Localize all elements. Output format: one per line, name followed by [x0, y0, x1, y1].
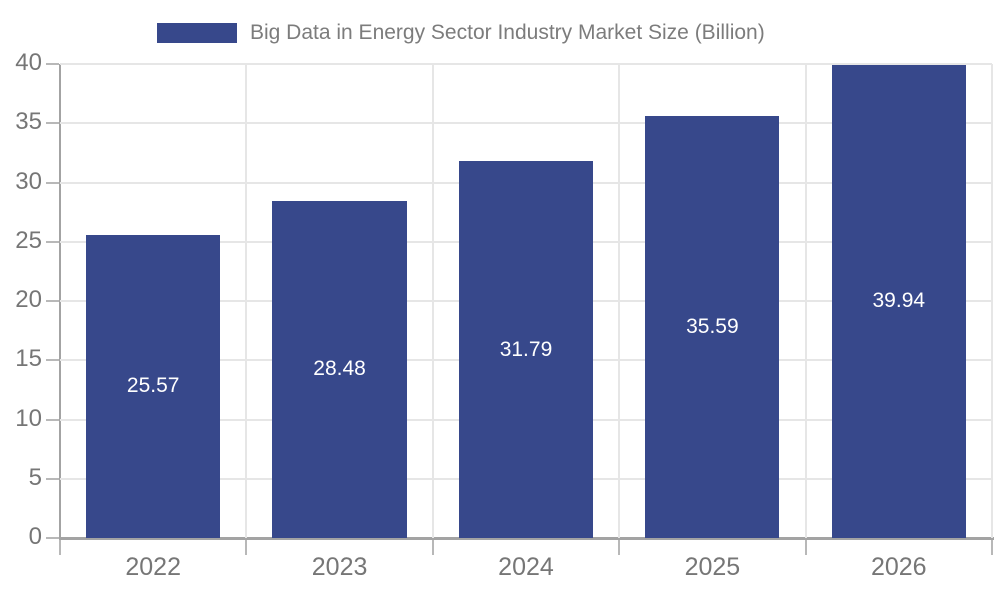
- x-axis-tick: [431, 540, 434, 555]
- y-axis-tick-label: 25: [15, 226, 42, 254]
- x-axis-tick: [804, 540, 807, 555]
- y-axis-tick: [46, 537, 59, 539]
- x-axis-tick-label: 2024: [498, 553, 554, 581]
- x-axis-tick: [245, 540, 248, 555]
- y-axis-tick-label: 5: [28, 463, 42, 491]
- x-axis-tick: [991, 540, 993, 555]
- bar-value-label: 31.79: [499, 337, 553, 361]
- y-axis-tick-label: 10: [15, 404, 42, 432]
- legend-swatch: [157, 23, 237, 43]
- y-axis-tick-label: 0: [28, 523, 42, 550]
- bar: 35.59: [645, 116, 780, 538]
- bar-value-label: 35.59: [686, 315, 739, 339]
- chart-title: Big Data in Energy Sector Industry Marke…: [250, 21, 765, 44]
- gridline-horizontal: [60, 122, 992, 125]
- bar-value-label: 39.94: [872, 289, 926, 313]
- x-axis-tick-label: 2022: [125, 553, 181, 581]
- gridline-vertical: [804, 64, 807, 538]
- x-axis-tick-label: 2026: [870, 553, 927, 581]
- y-axis-tick-label: 30: [15, 167, 42, 195]
- bar: 25.57: [86, 234, 221, 538]
- gridline-vertical: [618, 64, 621, 538]
- y-axis-tick: [46, 359, 59, 362]
- bar-value-label: 28.48: [313, 357, 366, 381]
- gridline-vertical: [245, 64, 248, 538]
- y-axis-tick: [46, 300, 59, 302]
- bar: 28.48: [272, 200, 407, 538]
- y-axis-tick: [46, 63, 59, 65]
- x-axis-tick: [618, 540, 621, 555]
- y-axis-tick: [46, 240, 59, 243]
- bar-value-label: 25.57: [126, 374, 180, 398]
- y-axis-tick-label: 35: [15, 108, 42, 136]
- y-axis-tick-label: 40: [15, 49, 42, 76]
- y-axis-tick: [46, 477, 59, 480]
- y-axis-tick-label: 20: [15, 286, 42, 313]
- legend: Big Data in Energy Sector Industry Marke…: [157, 21, 765, 44]
- bar: 31.79: [458, 161, 594, 538]
- y-axis-tick: [46, 122, 59, 125]
- y-axis-tick-label: 15: [15, 345, 42, 373]
- y-axis-tick: [46, 418, 59, 421]
- bar: 39.94: [831, 64, 966, 538]
- x-axis-tick-label: 2023: [311, 553, 368, 581]
- y-axis-tick: [46, 181, 59, 184]
- gridline-vertical: [431, 64, 434, 538]
- x-axis-line: [59, 537, 994, 540]
- gridline-horizontal: [60, 63, 992, 65]
- x-axis-tick-label: 2025: [684, 553, 741, 581]
- gridline-vertical: [991, 64, 993, 538]
- x-axis-tick: [59, 540, 61, 555]
